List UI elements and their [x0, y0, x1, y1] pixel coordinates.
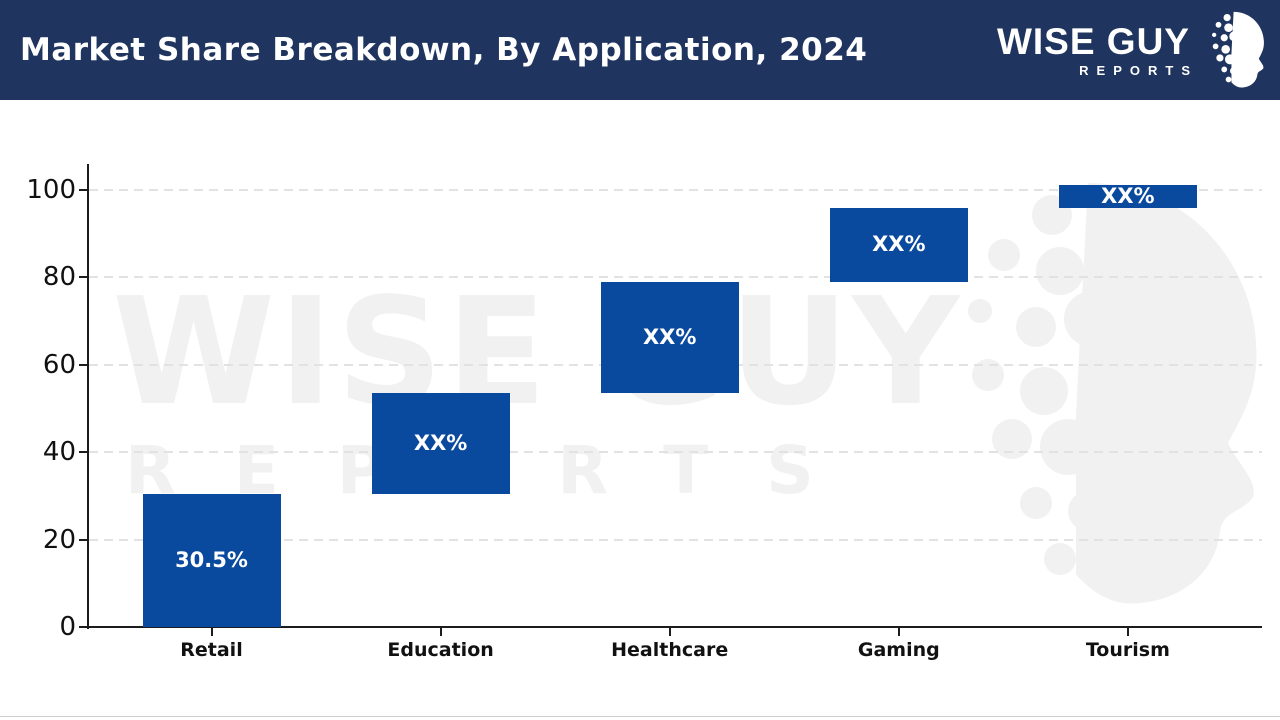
x-tick-label-retail: Retail — [180, 639, 243, 661]
x-tick-mark — [210, 628, 213, 636]
x-tick-mark — [668, 628, 671, 636]
bottom-border-line — [0, 716, 1280, 717]
y-axis-line — [87, 164, 89, 629]
y-tick-mark — [79, 188, 87, 191]
x-tick-label-healthcare: Healthcare — [611, 639, 729, 661]
y-tick-label: 0 — [59, 612, 76, 642]
x-tick-label-tourism: Tourism — [1085, 639, 1170, 661]
x-axis-line — [86, 625, 1262, 628]
y-tick-label: 60 — [42, 349, 76, 380]
bar-value-label: XX% — [642, 324, 697, 349]
bar-value-label: XX% — [413, 430, 468, 455]
y-tick-mark — [79, 276, 87, 279]
brand-logo-text: WISE GUY REPORTS — [997, 23, 1190, 77]
y-tick-label: 80 — [42, 262, 76, 293]
dotted-head-icon — [1212, 11, 1264, 88]
bar-value-label: XX% — [872, 232, 926, 257]
brand-logo-line2: REPORTS — [1079, 63, 1198, 78]
brand-logo: WISE GUY REPORTS — [997, 9, 1280, 91]
page-title: Market Share Breakdown, By Application, … — [20, 32, 868, 68]
header-bar: Market Share Breakdown, By Application, … — [0, 0, 1280, 100]
bar-healthcare: XX% — [600, 281, 739, 394]
gridline-40 — [89, 451, 1262, 454]
gridline-80 — [89, 276, 1262, 279]
x-tick-label-education: Education — [387, 639, 494, 661]
bar-value-label: 30.5% — [175, 547, 248, 572]
bar-gaming: XX% — [829, 208, 968, 282]
y-tick-mark — [79, 451, 87, 454]
bar-value-label: XX% — [1101, 184, 1155, 209]
x-tick-mark — [1126, 628, 1129, 636]
gridline-20 — [89, 538, 1262, 541]
x-tick-mark — [439, 628, 442, 636]
x-tick-mark — [897, 628, 900, 636]
bar-education: XX% — [371, 393, 510, 494]
brand-logo-line1: WISE GUY — [996, 21, 1190, 62]
bar-tourism: XX% — [1058, 184, 1197, 209]
bar-retail: 30.5% — [142, 493, 281, 627]
y-tick-label: 100 — [26, 174, 76, 205]
y-tick-label: 40 — [42, 437, 76, 468]
x-tick-label-gaming: Gaming — [857, 639, 940, 661]
gridline-100 — [89, 188, 1262, 191]
y-tick-mark — [79, 538, 87, 541]
y-tick-mark — [79, 626, 87, 628]
y-tick-mark — [79, 363, 87, 366]
y-tick-label: 20 — [42, 524, 76, 555]
